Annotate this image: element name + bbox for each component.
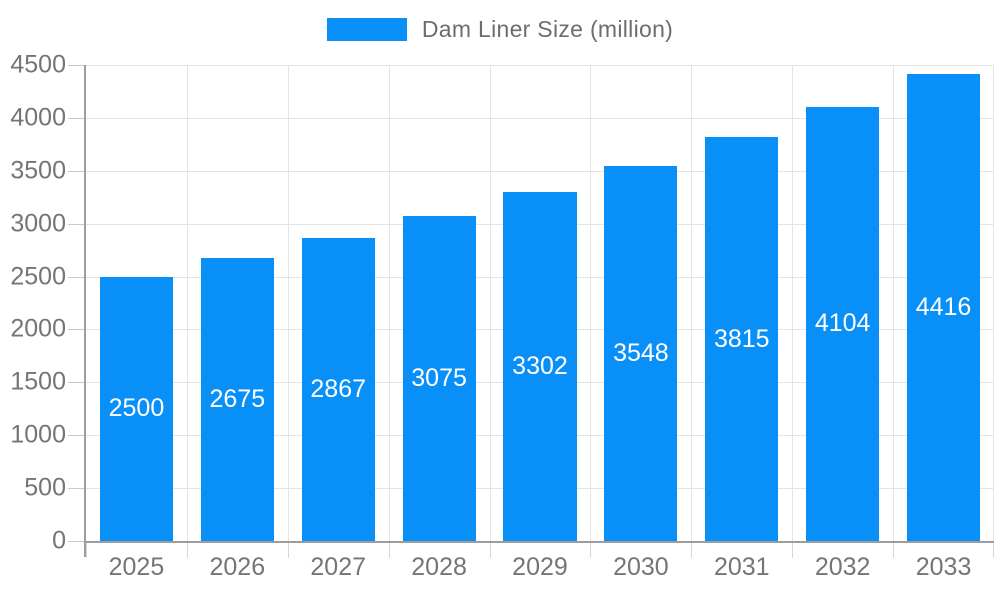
x-gridline <box>186 65 188 541</box>
bar-value-label: 3548 <box>613 338 669 367</box>
x-gridline <box>893 65 895 541</box>
y-tick <box>68 170 84 172</box>
legend-label: Dam Liner Size (million) <box>421 16 674 42</box>
x-tick <box>489 543 491 558</box>
y-gridline <box>86 170 994 172</box>
y-gridline <box>86 65 994 66</box>
bar-2031: 3815 <box>705 137 779 541</box>
bar-value-label: 4416 <box>915 292 972 321</box>
bar-2027: 2867 <box>301 237 375 541</box>
x-tick <box>691 543 693 558</box>
y-tick-label: 3500 <box>10 156 66 185</box>
y-tick-label: 4500 <box>10 50 66 79</box>
bar-2025: 2500 <box>99 276 173 541</box>
bar-2032: 4104 <box>806 106 880 541</box>
x-tick <box>186 543 188 558</box>
bar-2033: 4416 <box>906 73 981 541</box>
bar-value-label: 3075 <box>411 363 467 392</box>
bar-2030: 3548 <box>604 165 678 541</box>
bar-value-label: 2500 <box>108 394 165 423</box>
x-gridline <box>388 65 390 541</box>
y-tick-label: 1500 <box>10 367 66 396</box>
y-tick-label: 2000 <box>10 314 66 343</box>
bar-2028: 3075 <box>402 215 476 541</box>
bar-value-label: 3302 <box>512 351 568 380</box>
x-gridline <box>489 65 491 541</box>
x-tick <box>86 543 87 558</box>
y-tick-label: 500 <box>24 473 66 502</box>
y-tick-label: 0 <box>52 526 66 555</box>
x-tick <box>287 543 289 558</box>
x-axis-line <box>84 541 994 543</box>
bar-value-label: 3815 <box>713 324 770 353</box>
x-tick-label: 2026 <box>209 553 266 581</box>
bar-value-label: 4104 <box>814 309 871 338</box>
legend: Dam Liner Size (million) <box>0 16 1000 43</box>
x-tick-label: 2027 <box>310 553 367 581</box>
bar-value-label: 2867 <box>310 374 367 403</box>
x-tick-label: 2030 <box>613 553 669 581</box>
x-gridline <box>792 65 794 541</box>
bar-value-label: 2675 <box>209 385 266 414</box>
x-gridline <box>993 65 994 541</box>
x-tick-label: 2028 <box>411 553 467 581</box>
y-axis-line <box>84 65 86 557</box>
x-gridline <box>287 65 289 541</box>
y-tick-label: 4000 <box>10 103 66 132</box>
y-tick-label: 2500 <box>10 262 66 291</box>
y-tick <box>68 117 84 119</box>
x-tick-label: 2029 <box>512 553 568 581</box>
y-tick <box>68 541 84 542</box>
x-tick <box>893 543 895 558</box>
bar-2029: 3302 <box>503 191 577 541</box>
x-tick-label: 2025 <box>108 553 165 581</box>
y-tick <box>68 435 84 437</box>
x-tick <box>388 543 390 558</box>
x-tick-label: 2032 <box>814 553 871 581</box>
y-tick-label: 3000 <box>10 209 66 238</box>
y-tick <box>68 223 84 225</box>
x-tick <box>993 543 994 558</box>
y-tick-label: 1000 <box>10 420 66 449</box>
x-tick <box>590 543 592 558</box>
y-gridline <box>86 117 994 119</box>
x-tick <box>792 543 794 558</box>
y-tick <box>68 382 84 384</box>
y-tick <box>68 65 84 66</box>
y-tick <box>68 276 84 278</box>
x-gridline <box>590 65 592 541</box>
x-tick-label: 2031 <box>713 553 770 581</box>
y-tick <box>68 488 84 490</box>
legend-swatch <box>326 18 407 41</box>
y-tick <box>68 329 84 331</box>
x-tick-label: 2033 <box>915 553 972 581</box>
x-gridline <box>691 65 693 541</box>
bar-2026: 2675 <box>200 258 274 541</box>
plot-area: 0 500 1000 1500 2000 2500 3000 3500 4000 4500 2500… <box>10 51 994 581</box>
